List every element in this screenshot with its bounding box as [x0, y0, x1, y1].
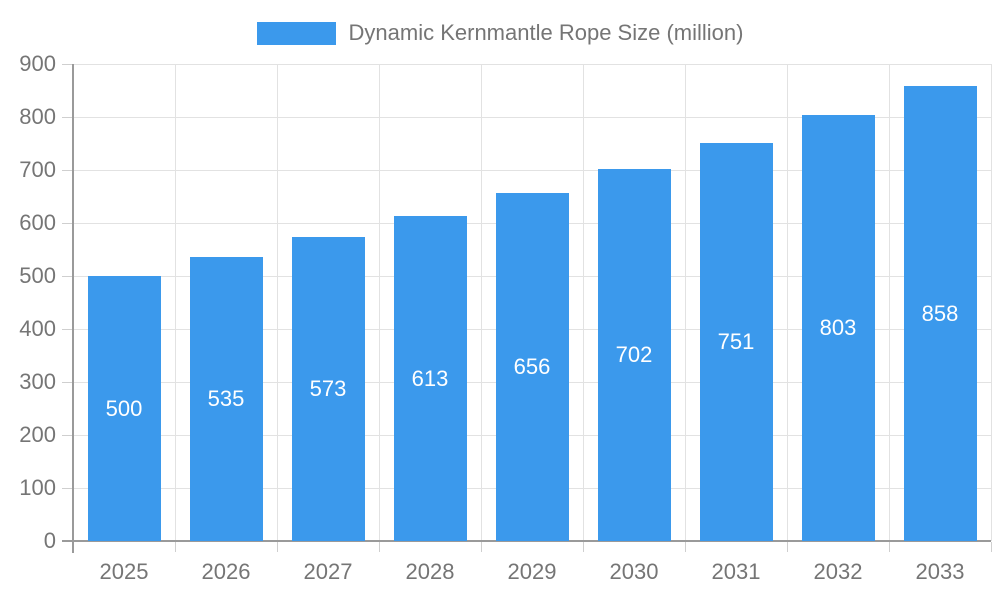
y-axis-tick-label: 400: [19, 316, 56, 341]
chart-legend[interactable]: Dynamic Kernmantle Rope Size (million): [0, 19, 1000, 47]
x-axis-tick-label: 2026: [201, 559, 251, 584]
y-axis-tick: [62, 222, 73, 224]
y-axis-tick-label: 800: [19, 104, 56, 129]
bar-2025[interactable]: 500: [87, 276, 161, 541]
gridline-vertical: [786, 64, 788, 541]
gridline-horizontal: [73, 116, 991, 118]
y-axis-line: [72, 64, 74, 553]
y-axis-tick-label: 900: [19, 51, 56, 76]
x-axis-tick-label: 2025: [99, 559, 149, 584]
bar-2028[interactable]: 613: [393, 216, 467, 541]
bar-value-label: 656: [513, 354, 551, 380]
gridline-vertical: [990, 64, 992, 541]
x-axis-tick: [990, 542, 992, 552]
bar-value-label: 613: [411, 365, 449, 391]
bar-2027[interactable]: 573: [291, 237, 365, 541]
gridline-vertical: [276, 64, 278, 541]
gridline-vertical: [378, 64, 380, 541]
y-axis-tick-label: 300: [19, 369, 56, 394]
y-axis-tick: [62, 487, 73, 489]
gridline-vertical: [582, 64, 584, 541]
y-axis-tick: [62, 381, 73, 383]
y-axis-tick: [62, 169, 73, 171]
legend-label: Dynamic Kernmantle Rope Size (million): [348, 20, 744, 45]
bar-2026[interactable]: 535: [189, 257, 263, 541]
bar-value-label: 858: [921, 300, 959, 326]
bar-2029[interactable]: 656: [495, 193, 569, 541]
bar-2031[interactable]: 751: [699, 142, 773, 541]
y-axis-tick-label: 100: [19, 475, 56, 500]
y-axis-tick: [62, 434, 73, 436]
bar-value-label: 702: [615, 341, 653, 367]
x-axis-line: [62, 540, 991, 542]
legend-swatch: [256, 21, 336, 45]
x-axis-tick: [378, 542, 380, 552]
x-axis-tick: [174, 542, 176, 552]
x-axis-tick-label: 2029: [507, 559, 557, 584]
x-axis-tick-label: 2031: [711, 559, 761, 584]
x-axis-tick: [480, 542, 482, 552]
x-axis-tick: [276, 542, 278, 552]
y-axis-tick: [62, 116, 73, 118]
bar-value-label: 573: [309, 376, 347, 402]
y-axis-tick: [62, 275, 73, 277]
x-axis-tick: [888, 542, 890, 552]
bar-value-label: 535: [207, 386, 245, 412]
y-axis-tick: [62, 63, 73, 65]
y-axis-tick-label: 200: [19, 422, 56, 447]
y-axis-tick-label: 0: [43, 528, 56, 553]
x-axis-tick-label: 2033: [915, 559, 965, 584]
gridline-horizontal: [73, 63, 991, 65]
bar-2033[interactable]: 858: [903, 86, 977, 541]
x-axis-tick: [582, 542, 584, 552]
gridline-horizontal: [73, 169, 991, 171]
y-axis-tick-label: 700: [19, 157, 56, 182]
gridline-vertical: [174, 64, 176, 541]
x-axis-tick-label: 2030: [609, 559, 659, 584]
x-axis-tick: [786, 542, 788, 552]
gridline-vertical: [684, 64, 686, 541]
gridline-vertical: [480, 64, 482, 541]
x-axis-tick-label: 2032: [813, 559, 863, 584]
x-axis-tick-label: 2027: [303, 559, 353, 584]
bar-value-label: 751: [717, 328, 755, 354]
x-axis-tick-label: 2028: [405, 559, 455, 584]
bar-value-label: 500: [105, 395, 143, 421]
bar-value-label: 803: [819, 315, 857, 341]
bar-2032[interactable]: 803: [801, 115, 875, 541]
bar-2030[interactable]: 702: [597, 168, 671, 541]
y-axis-tick-label: 600: [19, 210, 56, 235]
x-axis-tick: [684, 542, 686, 552]
plot-area: 500 535 573 613 656 702 751 803 858: [62, 63, 992, 553]
y-axis-tick-label: 500: [19, 263, 56, 288]
gridline-vertical: [888, 64, 890, 541]
y-axis-tick: [62, 328, 73, 330]
